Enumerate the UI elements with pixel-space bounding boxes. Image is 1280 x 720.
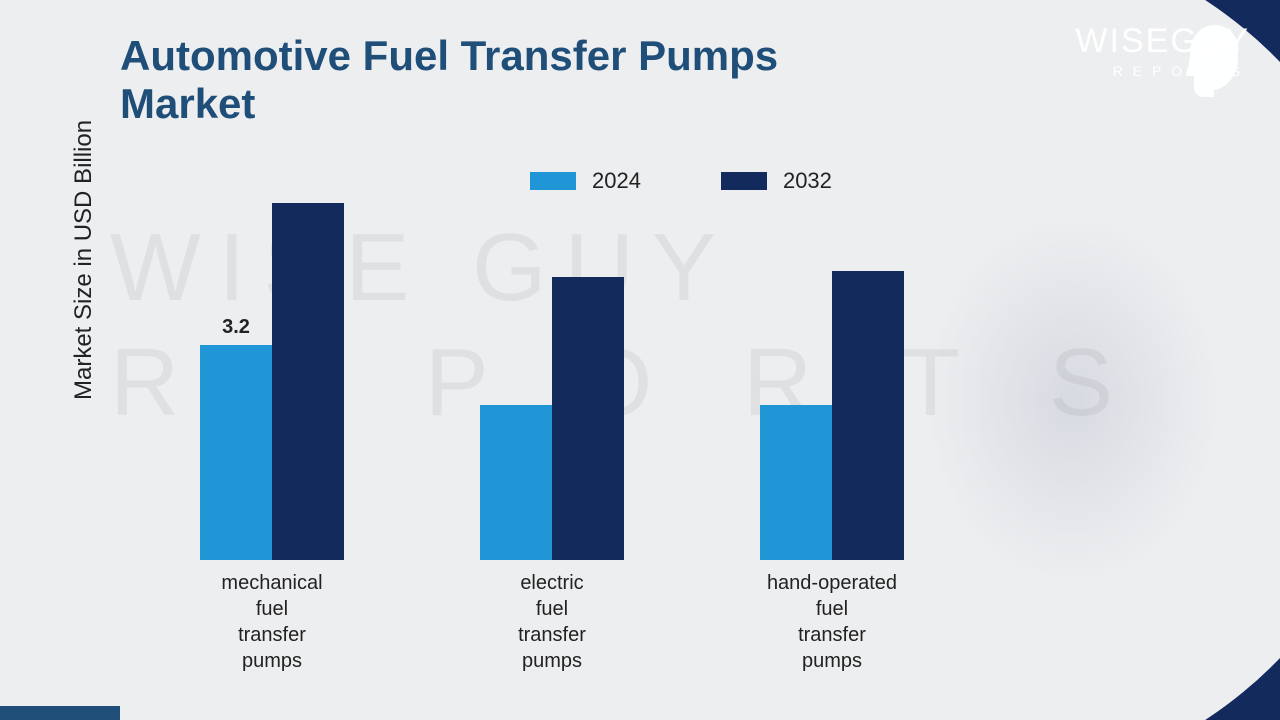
chart-title: Automotive Fuel Transfer Pumps Market xyxy=(120,32,820,129)
bar-electric-2032 xyxy=(552,277,624,560)
category-label-electric: electricfueltransferpumps xyxy=(462,570,642,674)
bar-hand-2032 xyxy=(832,271,904,560)
bar-group-electric xyxy=(480,190,650,560)
category-label-hand: hand-operatedfueltransferpumps xyxy=(742,570,922,674)
bar-group-mechanical xyxy=(200,190,370,560)
bar-mechanical-2032 xyxy=(272,203,344,560)
chart-plot-area: 3.2 xyxy=(130,190,960,560)
bottom-accent-bar xyxy=(0,706,120,720)
bar-value-label: 3.2 xyxy=(200,316,272,339)
bar-group-hand xyxy=(760,190,930,560)
bar-electric-2024 xyxy=(480,405,552,560)
y-axis-label: Market Size in USD Billion xyxy=(70,120,98,400)
infographic-canvas: WISE GUY R E P O R T S Automotive Fuel T… xyxy=(0,0,1280,720)
category-label-mechanical: mechanicalfueltransferpumps xyxy=(182,570,362,674)
legend-swatch-2024 xyxy=(530,172,576,190)
bar-hand-2024 xyxy=(760,405,832,560)
bar-mechanical-2024 xyxy=(200,345,272,560)
brand-head-icon xyxy=(1180,20,1250,100)
legend-swatch-2032 xyxy=(721,172,767,190)
